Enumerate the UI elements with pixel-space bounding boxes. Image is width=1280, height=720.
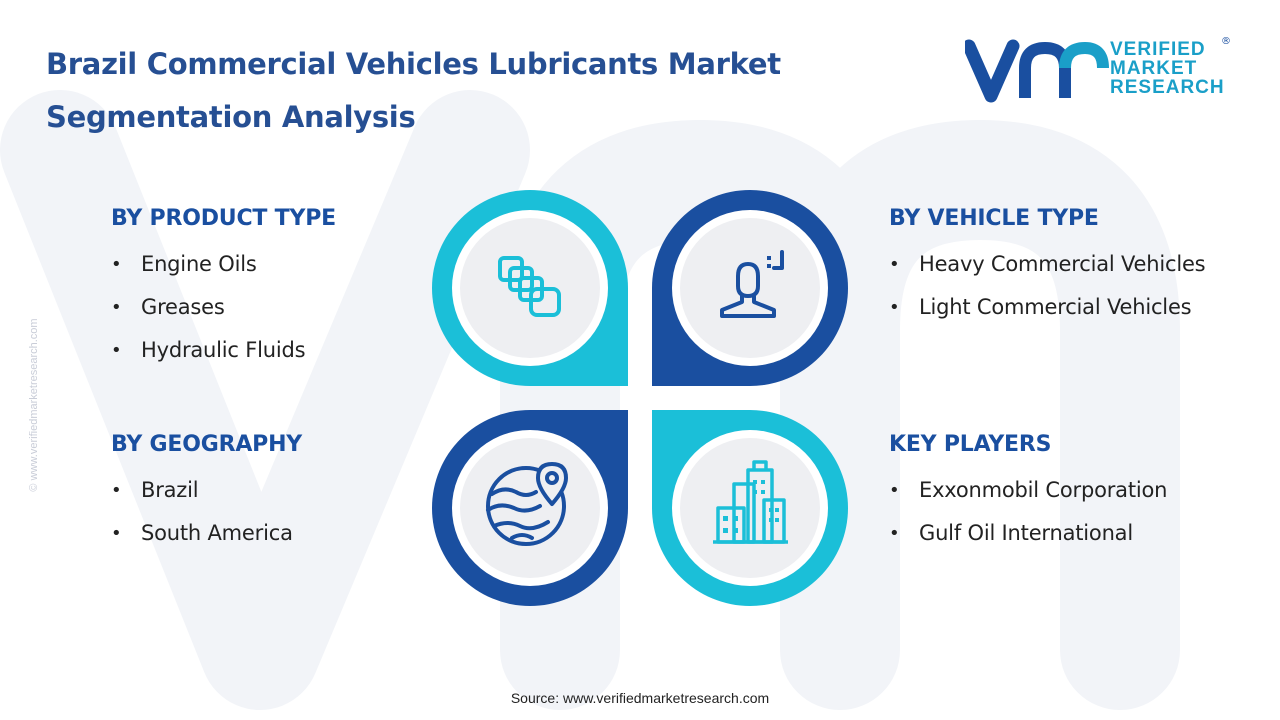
stacked-boxes-icon [498, 256, 561, 317]
petal-bottom-right [652, 410, 848, 606]
list-item: Exxonmobil Corporation [889, 469, 1167, 512]
person-icon [720, 250, 784, 318]
segment-heading: BY GEOGRAPHY [111, 432, 303, 457]
segment-list: Brazil South America [111, 469, 302, 555]
segment-heading: BY PRODUCT TYPE [111, 206, 336, 231]
list-item: Brazil [111, 469, 302, 512]
list-item: Heavy Commercial Vehicles [889, 243, 1229, 286]
segment-heading: KEY PLAYERS [889, 432, 1052, 457]
logo-word-2: MARKET [1110, 58, 1198, 79]
logo-word-1: VERIFIED [1110, 39, 1206, 60]
registered-mark: ® [1221, 36, 1231, 47]
segment-list: Engine Oils Greases Hydraulic Fluids [111, 243, 336, 372]
segment-key-players: KEY PLAYERS Exxonmobil Corporation Gulf … [889, 432, 1167, 555]
page-title: Brazil Commercial Vehicles Lubricants Ma… [46, 38, 781, 144]
source-footer: Source: www.verifiedmarketresearch.com [510, 690, 770, 706]
segment-heading: BY VEHICLE TYPE [889, 206, 1099, 231]
city-buildings-icon [713, 460, 788, 544]
segment-list: Heavy Commercial Vehicles Light Commerci… [889, 243, 1229, 329]
side-watermark-text: © www.verifiedmarketresearch.com [28, 318, 40, 492]
list-item: Gulf Oil International [889, 512, 1167, 555]
list-item: Greases [111, 286, 336, 329]
segment-vehicle-type: BY VEHICLE TYPE Heavy Commercial Vehicle… [889, 206, 1229, 329]
logo-wordmark: VERIFIED MARKET RESEARCH [1110, 40, 1225, 97]
page-title-line-1: Brazil Commercial Vehicles Lubricants Ma… [46, 47, 781, 81]
page-title-line-2: Segmentation Analysis [46, 100, 416, 134]
list-item: South America [111, 512, 302, 555]
list-item: Light Commercial Vehicles [889, 286, 1229, 329]
segment-product-type: BY PRODUCT TYPE Engine Oils Greases Hydr… [111, 206, 336, 372]
vmr-logo [965, 39, 1109, 103]
petal-top-right [652, 190, 848, 386]
segment-list: Exxonmobil Corporation Gulf Oil Internat… [889, 469, 1167, 555]
segmentation-graphic [432, 190, 848, 606]
segment-geography: BY GEOGRAPHY Brazil South America [111, 432, 302, 555]
logo-word-3: RESEARCH [1110, 77, 1225, 98]
globe-location-icon [486, 462, 568, 546]
list-item: Engine Oils [111, 243, 336, 286]
list-item: Hydraulic Fluids [111, 329, 336, 372]
